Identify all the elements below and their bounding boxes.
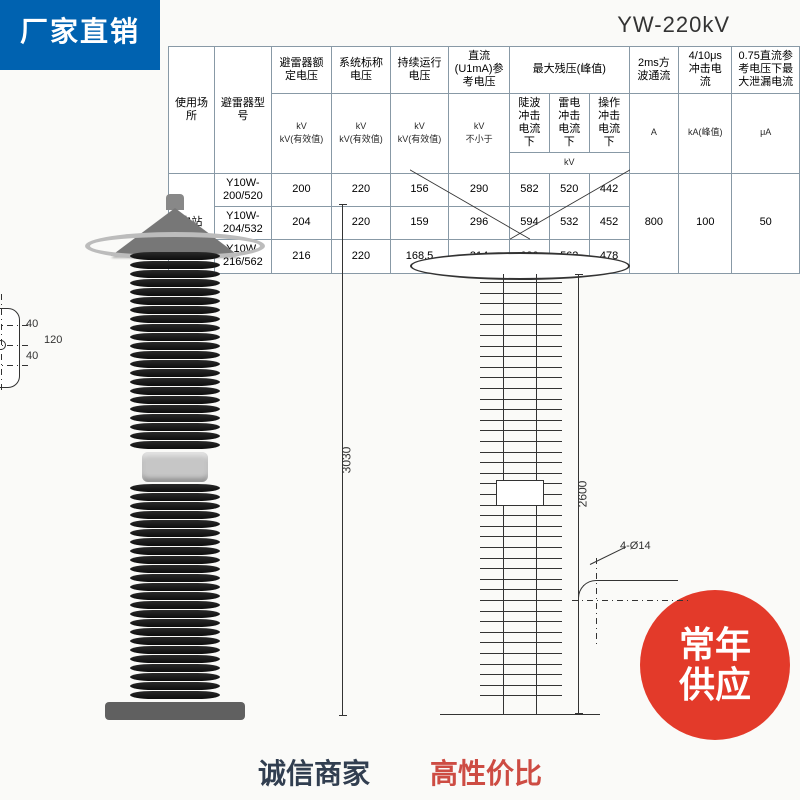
th-use: 使用场所 [169, 47, 215, 174]
th-resid: 最大残压(峰值) [509, 47, 629, 94]
shed-stack [130, 252, 220, 720]
drawing-area: 3030 2600 4-Ø14 40 40 120 182 4-Ø14 [0, 180, 800, 740]
arrester-photo [80, 180, 270, 740]
base-outline [578, 580, 678, 650]
th-mcov: 持续运行电压 [390, 47, 449, 94]
th-leak: 0.75直流参考电压下最大泄漏电流 [732, 47, 800, 94]
base-holes-note: 4-Ø14 [620, 540, 651, 552]
th-disc: 4/10μs冲击电流 [679, 47, 732, 94]
centerline-h [0, 365, 32, 366]
th-sys: 系统标称电压 [332, 47, 391, 94]
flange-dim-40a: 40 [26, 318, 38, 330]
schematic-clamp [496, 480, 544, 506]
product-title: YW-220kV [617, 12, 730, 38]
flange-dim-40b: 40 [26, 350, 38, 362]
flange-dim-120: 120 [44, 334, 62, 346]
footer-right: 高性价比 [430, 752, 542, 792]
spec-thead: 使用场所 避雷器型号 避雷器额定电压 系统标称电压 持续运行电压 直流(U1mA… [169, 47, 800, 174]
th-model: 避雷器型号 [214, 47, 271, 174]
flange-detail-top: 4-Ø14 40 40 120 182 [0, 300, 70, 396]
footer-left: 诚信商家 [258, 752, 370, 792]
dim-shed-label: 2600 [575, 481, 589, 508]
centerline-h [0, 345, 32, 346]
centerline-v [1, 294, 2, 394]
dim-overall-label: 3030 [339, 447, 353, 474]
badge-tl-text: 厂家直销 [12, 10, 148, 50]
schematic-base [440, 714, 600, 715]
th-ref: 直流(U1mA)参考电压 [449, 47, 510, 94]
th-steep: 陡波冲击电流下 [509, 93, 549, 153]
dim-overall: 3030 [342, 204, 343, 716]
th-switch: 操作冲击电流下 [589, 93, 629, 153]
footer: 诚信商家 高性价比 [258, 752, 542, 792]
th-lightning: 雷电冲击电流下 [549, 93, 589, 153]
badge-top-left: 厂家直销 [0, 0, 160, 70]
th-rated: 避雷器额定电压 [271, 47, 332, 94]
th-sq: 2ms方波通流 [629, 47, 679, 94]
base-detail: 4-Ø14 [580, 540, 720, 660]
